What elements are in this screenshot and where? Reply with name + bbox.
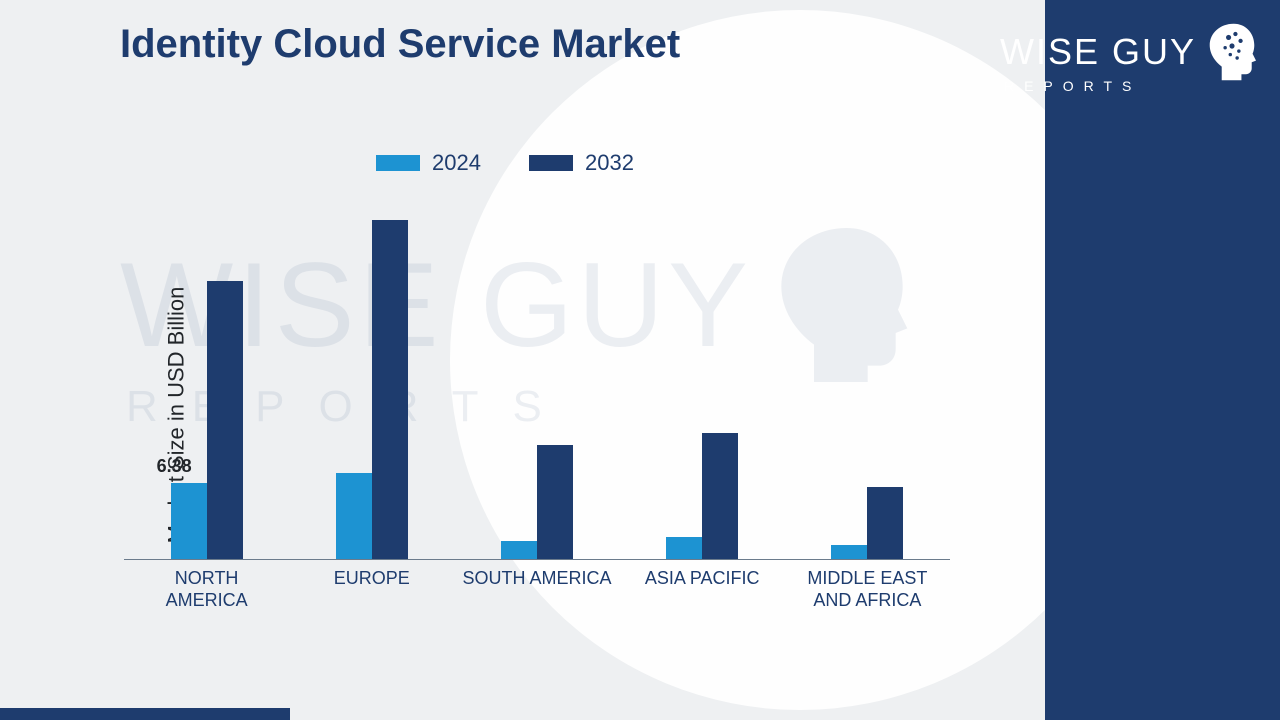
bottom-accent-bar [0,708,290,720]
x-axis-category-label: NORTH AMERICA [124,562,289,680]
bar [867,487,903,560]
legend-swatch [376,155,420,171]
chart-legend: 2024 2032 [60,150,950,176]
brand-main-text: WISE GUY [1000,31,1196,73]
bar [666,537,702,560]
legend-label: 2032 [585,150,634,176]
bar-group: 6.38 [124,196,289,560]
bar-group [620,196,785,560]
bar-group [289,196,454,560]
x-axis-category-label: EUROPE [289,562,454,680]
legend-swatch [529,155,573,171]
bar-value-label: 6.38 [157,456,192,477]
x-axis-category-label: SOUTH AMERICA [454,562,619,680]
legend-item: 2024 [376,150,481,176]
chart-area: 20242032 Market Size in USD Billion 6.38… [60,150,950,680]
bar [372,220,408,560]
legend-label: 2024 [432,150,481,176]
bar-group [454,196,619,560]
stage: WISE GUY REPORTS Identity Cloud Service … [0,0,1280,720]
bar [702,433,738,560]
right-brand-strip [1045,0,1280,720]
plot-area: 6.38 [124,196,950,560]
x-axis-baseline [124,559,950,560]
x-axis-labels: NORTH AMERICAEUROPESOUTH AMERICAASIA PAC… [124,562,950,680]
bar [207,281,243,560]
bar-group [785,196,950,560]
bar [336,473,372,560]
bar [537,445,573,560]
brand-head-icon [1206,22,1258,82]
bar [501,541,537,560]
bar [171,483,207,560]
x-axis-category-label: MIDDLE EAST AND AFRICA [785,562,950,680]
chart-title: Identity Cloud Service Market [120,22,680,67]
brand-logo: WISE GUY REPORTS [1000,22,1258,94]
bar [831,545,867,560]
legend-item: 2032 [529,150,634,176]
x-axis-category-label: ASIA PACIFIC [620,562,785,680]
